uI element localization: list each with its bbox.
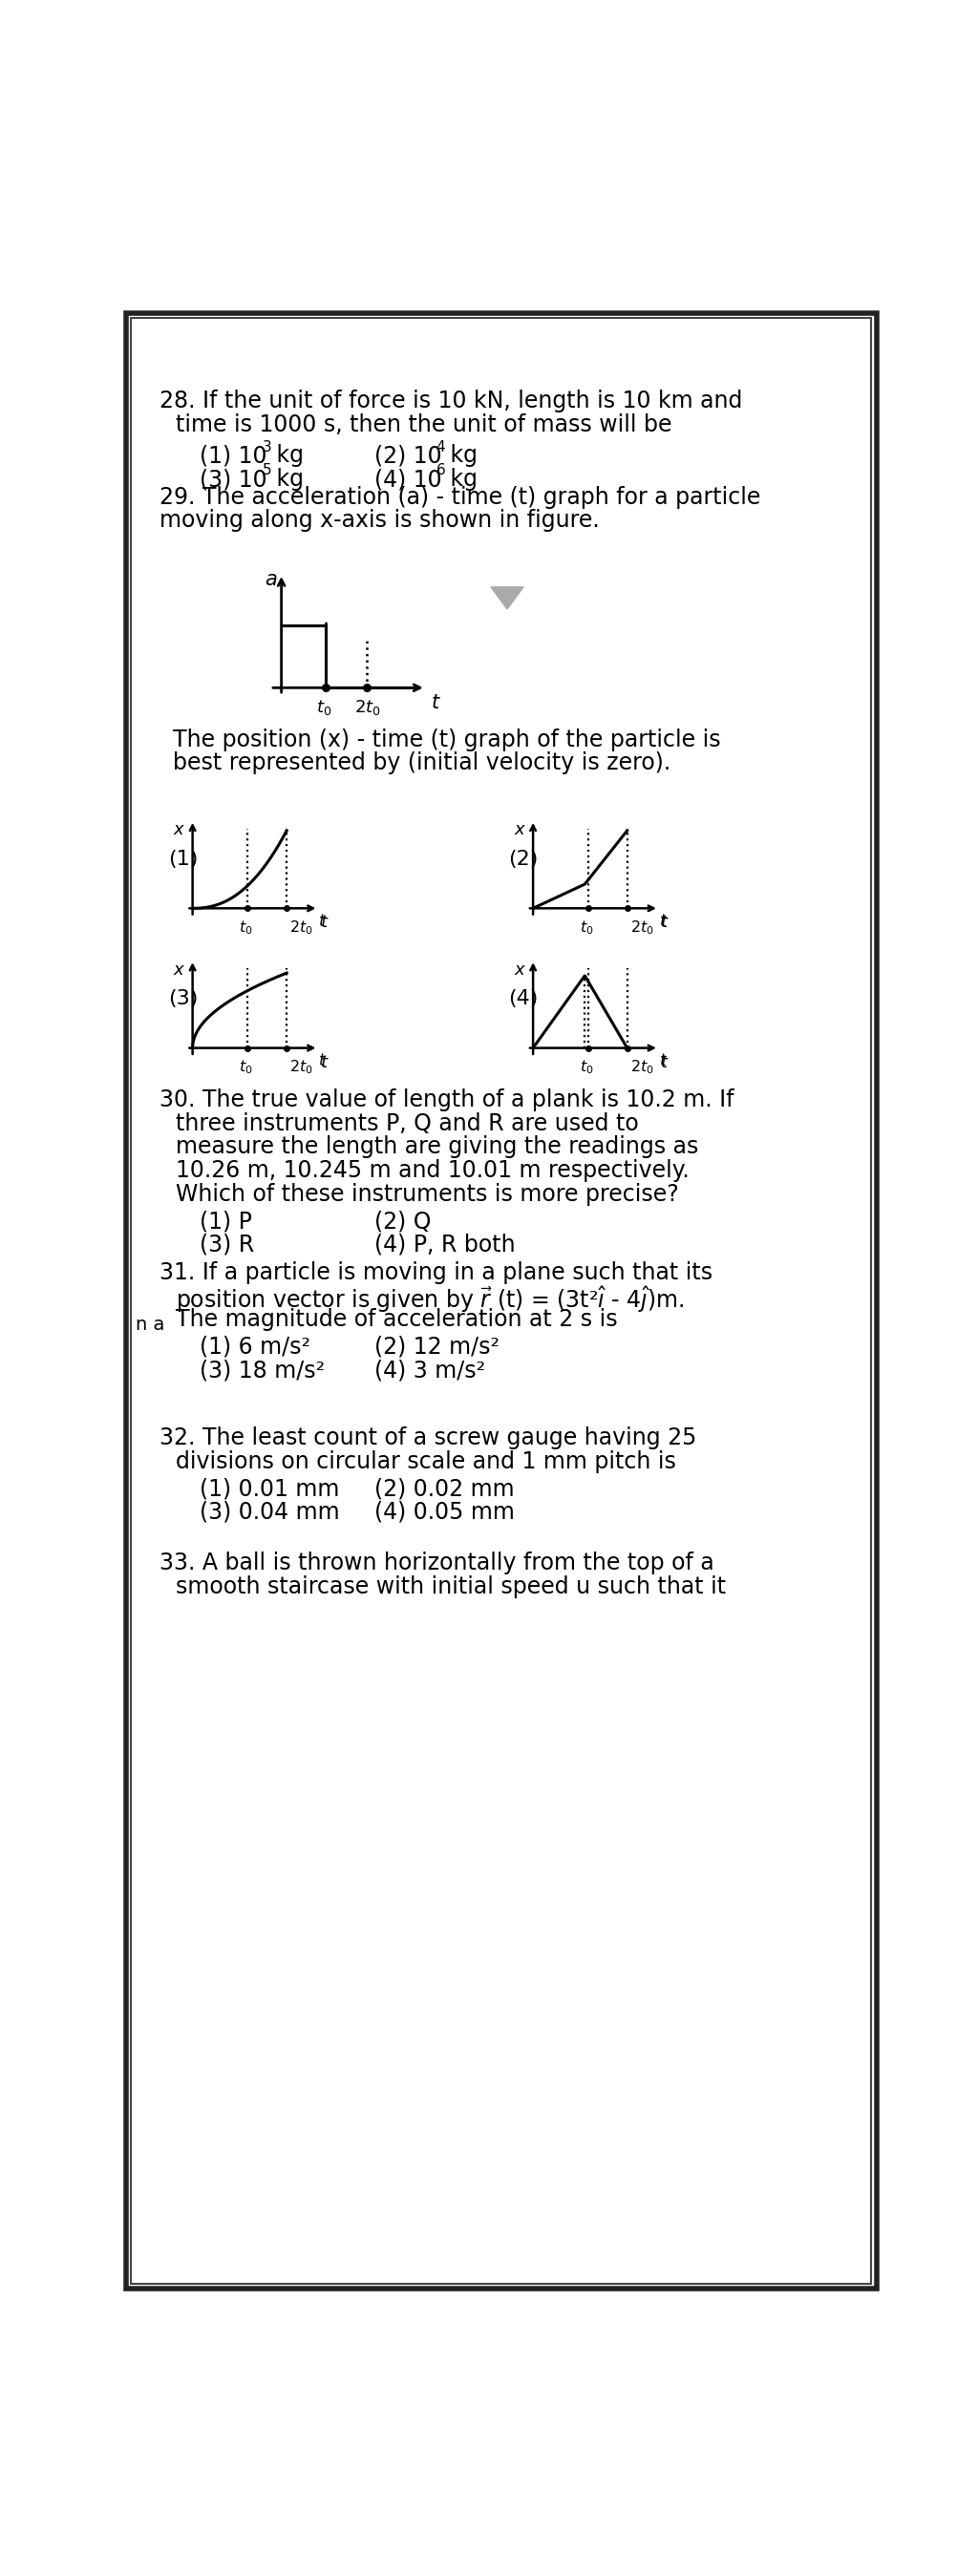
Text: 33. A ball is thrown horizontally from the top of a: 33. A ball is thrown horizontally from t… [159,1551,714,1574]
Text: t: t [659,1054,666,1069]
Text: (1) 10: (1) 10 [200,446,267,466]
Text: $2t_0$: $2t_0$ [630,1059,653,1077]
Text: t: t [431,693,439,714]
Text: The position (x) - time (t) graph of the particle is: The position (x) - time (t) graph of the… [172,729,721,752]
Polygon shape [491,587,523,608]
Text: measure the length are giving the readings as: measure the length are giving the readin… [175,1136,698,1159]
Text: t: t [321,1054,328,1072]
Text: (3) 18 m/s²: (3) 18 m/s² [200,1360,326,1381]
Text: (2) 0.02 mm: (2) 0.02 mm [374,1476,514,1499]
Text: $t_0$: $t_0$ [580,1059,594,1077]
Text: kg: kg [443,469,478,492]
Text: kg: kg [443,446,478,466]
Text: kg: kg [270,446,304,466]
Text: 29. The acceleration (a) - time (t) graph for a particle: 29. The acceleration (a) - time (t) grap… [159,484,760,507]
Text: 6: 6 [436,464,445,477]
Text: three instruments P, Q and R are used to: three instruments P, Q and R are used to [175,1113,639,1136]
Text: (2) 12 m/s²: (2) 12 m/s² [374,1334,499,1358]
Text: (1) P: (1) P [200,1211,252,1234]
Text: t: t [319,1054,326,1069]
Text: $t_0$: $t_0$ [240,920,253,938]
Text: x: x [173,822,184,840]
Text: t: t [661,1054,668,1072]
Text: (4) 3 m/s²: (4) 3 m/s² [374,1360,485,1381]
Text: t: t [659,912,666,930]
Text: t: t [661,914,668,933]
Text: (3) 10: (3) 10 [200,469,267,492]
Text: (2): (2) [509,850,539,868]
Text: moving along x-axis is shown in figure.: moving along x-axis is shown in figure. [159,510,600,533]
Text: $t_0$: $t_0$ [580,920,594,938]
Text: $2t_0$: $2t_0$ [289,920,313,938]
Text: divisions on circular scale and 1 mm pitch is: divisions on circular scale and 1 mm pit… [175,1450,676,1473]
Text: 4: 4 [436,440,445,453]
Text: x: x [173,961,184,979]
Text: (2) 10: (2) 10 [374,446,441,466]
Text: (3) 0.04 mm: (3) 0.04 mm [200,1502,340,1525]
Text: 32. The least count of a screw gauge having 25: 32. The least count of a screw gauge hav… [159,1427,696,1450]
Text: $2t_0$: $2t_0$ [630,920,653,938]
Text: $t_0$: $t_0$ [317,698,333,716]
Text: (4) 0.05 mm: (4) 0.05 mm [374,1502,514,1525]
Text: $2t_0$: $2t_0$ [289,1059,313,1077]
Text: (3): (3) [168,989,199,1007]
Text: $t_0$: $t_0$ [240,1059,253,1077]
Text: 10.26 m, 10.245 m and 10.01 m respectively.: 10.26 m, 10.245 m and 10.01 m respective… [175,1159,689,1182]
Text: (4) P, R both: (4) P, R both [374,1234,514,1257]
Text: (4): (4) [509,989,539,1007]
Text: (1) 6 m/s²: (1) 6 m/s² [200,1334,311,1358]
Text: 31. If a particle is moving in a plane such that its: 31. If a particle is moving in a plane s… [159,1262,712,1283]
Text: (1) 0.01 mm: (1) 0.01 mm [200,1476,339,1499]
Text: 3: 3 [262,440,272,453]
Text: a: a [265,569,277,590]
Text: smooth staircase with initial speed u such that it: smooth staircase with initial speed u su… [175,1574,726,1597]
Text: $2t_0$: $2t_0$ [355,698,381,716]
Text: (2) Q: (2) Q [374,1211,430,1234]
Text: x: x [514,822,524,840]
Text: 28. If the unit of force is 10 kN, length is 10 km and: 28. If the unit of force is 10 kN, lengt… [159,389,742,412]
Text: Which of these instruments is more precise?: Which of these instruments is more preci… [175,1182,679,1206]
Text: t: t [319,912,326,930]
Text: x: x [514,961,524,979]
Text: position vector is given by $\vec{r}$ (t) = (3t²$\hat{\imath}$ - 4$\hat{\jmath}$: position vector is given by $\vec{r}$ (t… [175,1285,684,1314]
Text: (3) R: (3) R [200,1234,254,1257]
Text: (1): (1) [168,850,199,868]
Text: time is 1000 s, then the unit of mass will be: time is 1000 s, then the unit of mass wi… [175,415,672,435]
Text: n a: n a [136,1316,164,1334]
Text: 30. The true value of length of a plank is 10.2 m. If: 30. The true value of length of a plank … [159,1090,734,1110]
Text: kg: kg [270,469,304,492]
Text: t: t [321,914,328,933]
Text: best represented by (initial velocity is zero).: best represented by (initial velocity is… [172,752,670,775]
Text: The magnitude of acceleration at 2 s is: The magnitude of acceleration at 2 s is [175,1309,617,1332]
Text: (4) 10: (4) 10 [374,469,441,492]
Text: 5: 5 [262,464,271,477]
